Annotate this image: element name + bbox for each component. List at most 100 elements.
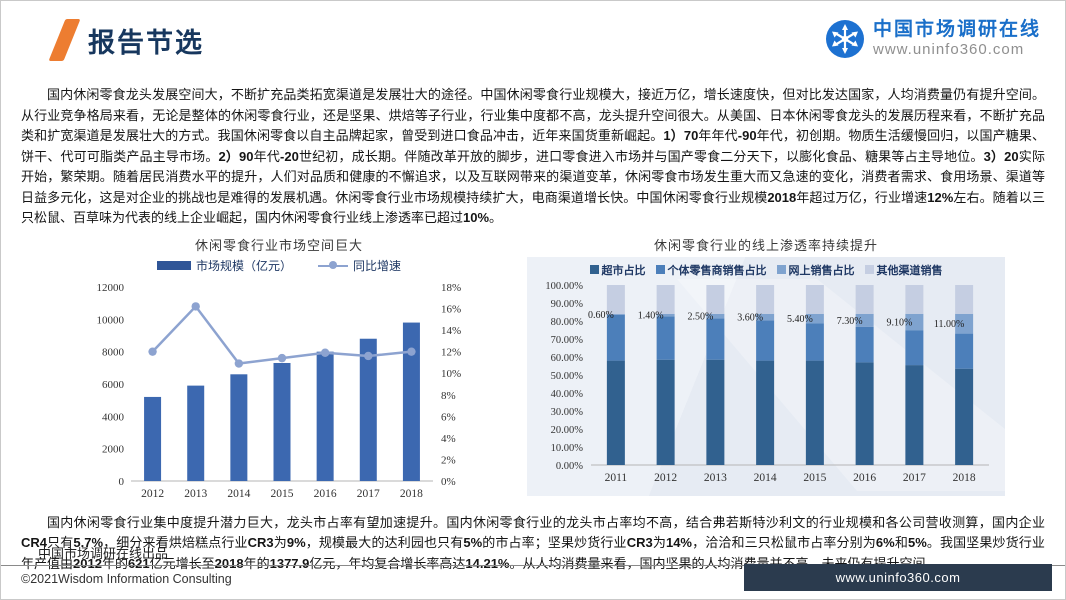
svg-text:40.00%: 40.00%	[551, 389, 584, 400]
online-penetration-chart-area: 超市占比 个体零售商销售占比 网上销售占比 其他渠道销售 0.00% 10.00% 20.…	[527, 256, 1005, 496]
svg-text:9.10%: 9.10%	[886, 317, 912, 328]
page-title: 报告节选	[88, 27, 204, 58]
svg-text:2011: 2011	[605, 472, 628, 484]
svg-text:1.40%: 1.40%	[638, 310, 664, 321]
svg-text:2016: 2016	[853, 472, 876, 484]
legend-label: 网上销售占比	[788, 264, 855, 277]
copyright-text: ©2021Wisdom Information Consulting	[21, 572, 232, 586]
market-size-chart-legend: 市场规模（亿元） 同比增速	[83, 257, 475, 274]
svg-text:8000: 8000	[102, 346, 125, 358]
text-segment: 2）90	[218, 148, 254, 164]
text-segment: 12%	[927, 189, 954, 205]
text-segment: 只有	[47, 535, 74, 550]
text-segment: 国内休闲零食龙头发展空间大，不断扩充品类拓宽渠道是发展壮大的途径。中国休闲零食行…	[21, 87, 1045, 143]
svg-text:20.00%: 20.00%	[551, 425, 584, 436]
text-segment: 亿元增长至	[149, 555, 215, 571]
orange-slash-icon	[48, 19, 81, 61]
text-segment: 世纪初，成长期。伴随改革开放的脚步，进口零食进入市场并与国产零食二分天下，以膨化…	[298, 148, 984, 164]
text-segment: 年年代	[698, 128, 738, 143]
text-segment: 14.21%	[465, 555, 510, 571]
page-header: 报告节选 中	[1, 1, 1065, 79]
svg-text:2018: 2018	[400, 488, 423, 500]
svg-text:12000: 12000	[97, 282, 125, 294]
svg-text:12%: 12%	[441, 346, 461, 358]
brand-url: www.uninfo360.com	[872, 41, 1025, 59]
text-segment: 3）20	[983, 148, 1019, 164]
svg-text:6%: 6%	[441, 411, 456, 423]
svg-text:3.60%: 3.60%	[737, 312, 763, 323]
brand-text: 中国市场调研在线 www.uninfo360.com	[873, 19, 1041, 58]
svg-text:2015: 2015	[803, 472, 826, 484]
svg-text:2012: 2012	[654, 472, 677, 484]
svg-text:70.00%: 70.00%	[551, 335, 584, 346]
svg-text:2013: 2013	[704, 472, 727, 484]
text-segment: 的市占率；坚果炒货行业	[482, 535, 627, 550]
svg-text:2.50%: 2.50%	[687, 311, 713, 322]
svg-text:11.00%: 11.00%	[934, 319, 964, 330]
svg-text:2017: 2017	[357, 488, 380, 500]
svg-text:0.00%: 0.00%	[556, 461, 583, 472]
body-paragraph-2: 国内休闲零食行业集中度提升潜力巨大，龙头市占率有望加速提升。国内休闲零食行业的龙…	[21, 513, 1045, 575]
svg-text:2012: 2012	[141, 488, 164, 500]
text-segment: 9%	[286, 535, 306, 550]
legend-label: 同比增速	[353, 258, 402, 273]
online-penetration-chart-plot: 0.00% 10.00% 20.00% 30.00% 40.00% 50.00% 60.00…	[545, 278, 1005, 491]
text-segment: 5%	[907, 535, 927, 550]
svg-text:2015: 2015	[271, 488, 294, 500]
square-swatch-icon	[589, 265, 599, 274]
square-swatch-icon	[655, 265, 665, 274]
text-segment: 。我国坚果炒货行业年产值由	[21, 535, 1045, 571]
legend-label: 个体零售商销售占比	[667, 264, 767, 277]
text-segment: 为	[273, 535, 287, 550]
text-segment: 6%	[875, 535, 895, 550]
text-segment: CR3	[626, 535, 653, 550]
text-segment: 10%	[463, 210, 490, 225]
legend-label: 市场规模（亿元）	[195, 258, 292, 273]
svg-text:90.00%: 90.00%	[551, 299, 584, 310]
online-penetration-chart: 休闲零食行业的线上渗透率持续提升 超市占比 个体零售商销售占比 网上销售占比 其他渠道…	[527, 235, 1005, 507]
text-segment: -20	[280, 148, 299, 164]
svg-text:0%: 0%	[441, 476, 456, 488]
svg-text:2%: 2%	[441, 454, 456, 466]
svg-text:2014: 2014	[227, 488, 250, 500]
text-segment: 年代，初创期。物质生活缓慢回归，以国产糖果、饼干、代可可脂类产品主导市场。	[21, 128, 1045, 164]
svg-text:16%: 16%	[441, 303, 461, 315]
svg-text:2018: 2018	[953, 472, 976, 484]
legend-item: 其他渠道销售	[864, 262, 943, 278]
text-segment: 1377.9	[269, 555, 310, 571]
text-segment: 左右。随着以三只松鼠、百草味为代表的线上企业崛起，国内休闲零食行业线上渗透率已超…	[21, 189, 1045, 226]
svg-text:4000: 4000	[102, 411, 125, 423]
charts-row: 休闲零食行业市场空间巨大 市场规模（亿元） 同比增速 0 2000 4000 6000 8…	[1, 231, 1065, 507]
text-segment: CR3	[247, 535, 274, 550]
legend-item: 超市占比	[589, 262, 646, 278]
text-segment: 年代	[253, 148, 281, 164]
text-segment: 亿元，年均复合增长率高达	[309, 555, 466, 571]
bar-swatch-icon	[156, 260, 191, 270]
svg-text:6000: 6000	[102, 379, 125, 391]
market-size-chart-plot: 0 2000 4000 6000 8000 10000 12000 0% 2% 4% 6% 8% 10%…	[97, 282, 462, 500]
square-swatch-icon	[776, 265, 786, 274]
legend-item: 同比增速	[318, 257, 401, 274]
svg-text:18%: 18%	[441, 282, 461, 294]
legend-item: 网上销售占比	[776, 262, 855, 278]
square-swatch-icon	[864, 265, 874, 274]
svg-text:14%: 14%	[441, 325, 461, 337]
text-segment: 5%	[463, 535, 483, 550]
legend-item: 个体零售商销售占比	[655, 262, 767, 278]
text-segment: 2018	[767, 189, 797, 205]
text-segment: 。	[489, 210, 503, 225]
body-paragraph-1: 国内休闲零食龙头发展空间大，不断扩充品类拓宽渠道是发展壮大的途径。中国休闲零食行…	[21, 85, 1045, 229]
text-segment: CR4	[21, 535, 48, 550]
svg-text:80.00%: 80.00%	[551, 317, 584, 328]
legend-item: 市场规模（亿元）	[156, 257, 292, 274]
svg-text:0.60%: 0.60%	[588, 309, 614, 320]
svg-text:0: 0	[119, 476, 125, 488]
text-segment: 实际开始，繁荣期。随着居民消费水平的提升，人们对品质和健康的不懈追求，以及互联网…	[21, 148, 1045, 205]
brand-logo[interactable]: 中国市场调研在线 www.uninfo360.com	[825, 19, 1041, 59]
svg-text:8%: 8%	[441, 389, 456, 401]
footer-url-link[interactable]: www.uninfo360.com	[744, 564, 1052, 591]
snowflake-logo-icon	[825, 20, 864, 58]
svg-text:50.00%: 50.00%	[551, 371, 584, 382]
text-segment: 为	[652, 535, 666, 550]
